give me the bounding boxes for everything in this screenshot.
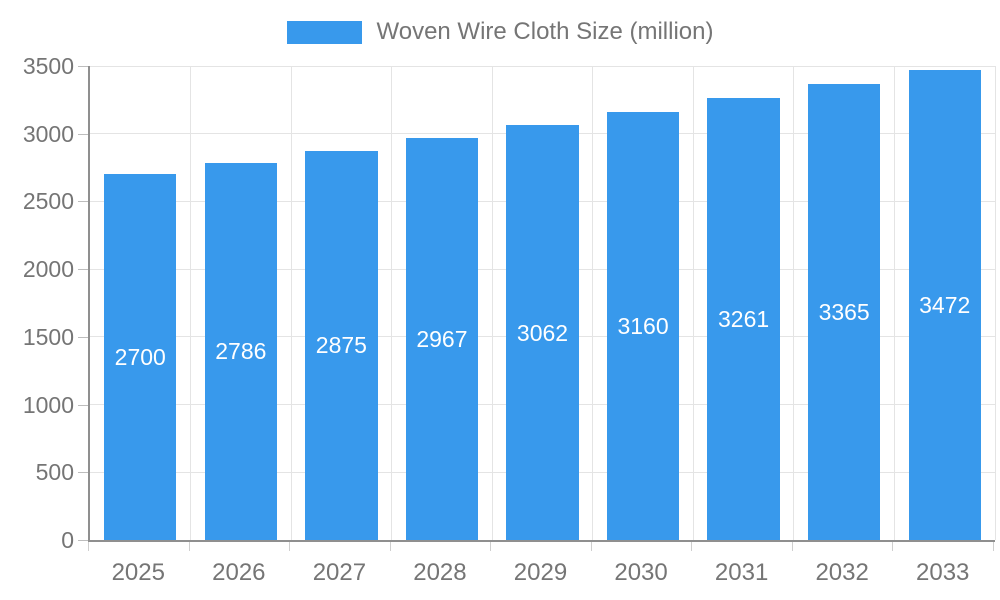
y-axis-tick-mark (78, 133, 88, 135)
legend-swatch-icon (286, 20, 362, 44)
y-axis-tick-label: 3500 (22, 53, 74, 79)
x-axis-tick-label: 2026 (212, 559, 266, 586)
x-axis-tick-label: 2032 (815, 559, 869, 586)
bar-value-label: 3261 (718, 306, 770, 333)
y-axis-tick-label: 1000 (22, 391, 74, 418)
x-axis-tick-mark (289, 542, 291, 551)
x-axis-tick-mark (691, 542, 693, 551)
y-axis-tick-mark (78, 336, 88, 338)
x-axis-tick-label: 2029 (513, 559, 568, 586)
bar-value-label: 3365 (818, 299, 870, 326)
bar[interactable]: 2875 (305, 150, 378, 540)
x-axis-tick-label: 2033 (916, 559, 970, 586)
x-axis-tick-mark (993, 542, 994, 551)
x-gridline (793, 66, 795, 540)
x-gridline (592, 66, 594, 540)
x-gridline (994, 66, 996, 540)
bar[interactable]: 2967 (405, 138, 479, 540)
x-gridline (491, 66, 493, 540)
x-axis-tick-label: 2030 (614, 559, 668, 586)
y-axis-tick-mark (78, 66, 88, 67)
y-axis-tick-label: 2000 (22, 256, 74, 283)
bar[interactable]: 3472 (908, 69, 981, 540)
x-axis-tick-mark (892, 542, 894, 551)
y-axis-tick-mark (78, 201, 88, 203)
bar-value-label: 3472 (919, 291, 971, 318)
legend[interactable]: Woven Wire Cloth Size (million) (0, 12, 1000, 52)
y-axis-tick-mark (78, 540, 88, 541)
x-axis-tick-label: 2027 (312, 559, 367, 586)
legend-label: Woven Wire Cloth Size (million) (376, 18, 714, 45)
x-axis-tick-label: 2031 (714, 559, 769, 586)
bar[interactable]: 2700 (104, 174, 177, 540)
bar[interactable]: 3062 (506, 125, 579, 540)
x-axis-tick-mark (791, 542, 793, 551)
bar[interactable]: 3160 (606, 112, 680, 540)
bar-value-label: 3062 (516, 319, 569, 346)
x-axis-tick-mark (88, 542, 89, 551)
x-axis-tick-mark (490, 542, 492, 551)
y-axis-tick-label: 0 (61, 527, 74, 553)
bar-value-label: 3160 (617, 313, 669, 340)
y-axis-tick-mark (78, 269, 88, 271)
y-axis-tick-label: 3000 (22, 120, 74, 147)
x-axis-tick-mark (389, 542, 391, 551)
x-gridline (391, 66, 393, 540)
y-gridline (90, 65, 995, 67)
x-axis-tick-mark (188, 542, 190, 551)
x-gridline (893, 66, 895, 540)
x-axis-tick-label: 2028 (413, 559, 467, 586)
bar[interactable]: 3365 (807, 84, 881, 540)
plot-area: 2700 2786 2875 2967 3062 3160 3261 3365 3472 (88, 65, 996, 542)
bar[interactable]: 2786 (204, 162, 278, 540)
x-axis-tick-mark (590, 542, 592, 551)
x-axis-tick-label: 2025 (111, 559, 165, 586)
x-gridline (290, 66, 292, 540)
x-gridline (190, 66, 192, 540)
y-axis-tick-mark (78, 472, 88, 474)
y-axis-tick-label: 1500 (22, 323, 74, 350)
y-axis-tick-label: 500 (35, 459, 74, 486)
bar-value-label: 2967 (416, 326, 468, 353)
bar[interactable]: 3261 (707, 98, 780, 540)
bar-value-label: 2700 (114, 344, 166, 371)
y-axis-tick-mark (78, 404, 88, 406)
bar-value-label: 2786 (215, 338, 267, 365)
y-axis-tick-label: 2500 (22, 188, 74, 215)
bar-value-label: 2875 (315, 332, 367, 359)
x-gridline (692, 66, 694, 540)
